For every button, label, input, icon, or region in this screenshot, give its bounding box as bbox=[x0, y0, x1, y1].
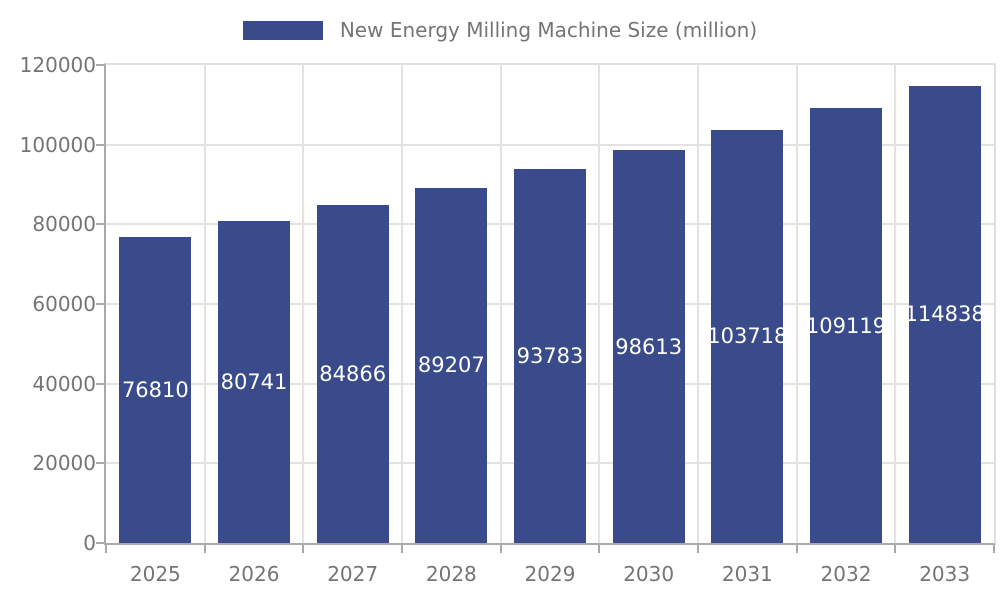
x-axis-tick bbox=[499, 545, 502, 553]
bar-2033[interactable] bbox=[908, 85, 981, 543]
x-axis-label: 2028 bbox=[425, 562, 477, 586]
x-axis-label: 2025 bbox=[129, 562, 181, 586]
bar-2030[interactable] bbox=[612, 150, 685, 543]
bar-2031[interactable] bbox=[711, 129, 784, 543]
y-axis-label: 100000 bbox=[19, 132, 96, 157]
gridline-vertical bbox=[598, 65, 601, 543]
bar-2028[interactable] bbox=[415, 187, 488, 543]
gridline-vertical bbox=[203, 65, 206, 543]
bar-value-label: 98613 bbox=[615, 334, 683, 359]
bar-value-label: 76810 bbox=[121, 378, 189, 403]
x-axis-tick bbox=[105, 545, 107, 553]
x-axis-label: 2030 bbox=[623, 562, 675, 586]
x-axis-label: 2033 bbox=[919, 562, 971, 586]
y-axis-tick bbox=[96, 303, 104, 305]
y-axis-label: 20000 bbox=[32, 451, 96, 476]
legend-swatch bbox=[242, 20, 323, 40]
y-axis-label: 120000 bbox=[19, 53, 96, 77]
x-axis-tick bbox=[302, 545, 305, 553]
y-axis-tick bbox=[96, 143, 104, 146]
bar-2027[interactable] bbox=[316, 204, 389, 543]
bar-value-label: 84866 bbox=[319, 361, 387, 386]
bar-2025[interactable] bbox=[119, 237, 192, 543]
gridline-vertical bbox=[401, 65, 403, 543]
bar-value-label: 109119 bbox=[805, 313, 887, 338]
bar-2029[interactable] bbox=[514, 169, 586, 543]
x-axis-label: 2032 bbox=[820, 562, 872, 586]
y-axis-tick bbox=[96, 382, 104, 385]
x-axis-label: 2031 bbox=[721, 562, 773, 586]
x-axis-label: 2026 bbox=[228, 562, 280, 586]
bar-value-label: 103718 bbox=[707, 324, 788, 349]
bar-value-label: 80741 bbox=[220, 370, 288, 395]
x-axis-label: 2029 bbox=[524, 562, 576, 586]
x-axis-tick bbox=[697, 545, 699, 553]
x-axis-tick bbox=[401, 545, 403, 553]
gridline-vertical bbox=[302, 65, 305, 543]
y-axis-label: 80000 bbox=[32, 212, 96, 237]
y-axis-label: 0 bbox=[83, 531, 96, 555]
y-axis-tick bbox=[96, 223, 104, 226]
bar-value-label: 114838 bbox=[904, 302, 985, 327]
x-axis-label: 2027 bbox=[327, 562, 379, 586]
bar-2026[interactable] bbox=[218, 221, 290, 543]
legend-label: New Energy Milling Machine Size (million… bbox=[339, 18, 758, 42]
legend[interactable]: New Energy Milling Machine Size (million… bbox=[0, 13, 1000, 47]
bar-2032[interactable] bbox=[810, 108, 882, 543]
y-axis-tick bbox=[96, 462, 104, 465]
x-axis-tick bbox=[993, 545, 995, 553]
y-axis-tick bbox=[96, 542, 104, 544]
x-axis-tick bbox=[203, 545, 206, 553]
plot-area: 0 20000 40000 60000 80000 100000 120000 76810 20… bbox=[20, 53, 996, 586]
bar-value-label: 89207 bbox=[417, 353, 485, 378]
x-axis-tick bbox=[598, 545, 601, 553]
x-axis-tick bbox=[894, 545, 897, 553]
gridline-vertical bbox=[697, 65, 699, 543]
gridline-vertical bbox=[795, 65, 798, 543]
gridline-vertical bbox=[499, 65, 502, 543]
y-axis-tick bbox=[96, 64, 104, 66]
bar-value-label: 93783 bbox=[516, 344, 584, 369]
y-axis-label: 40000 bbox=[32, 371, 96, 396]
x-axis-tick bbox=[795, 545, 798, 553]
y-axis-label: 60000 bbox=[32, 292, 96, 316]
